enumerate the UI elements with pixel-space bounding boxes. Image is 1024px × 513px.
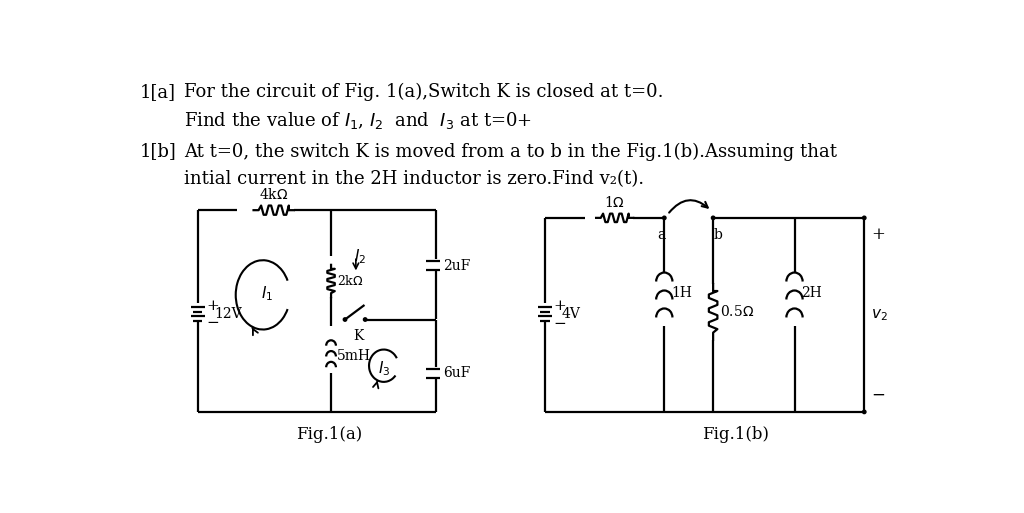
- Circle shape: [862, 216, 866, 220]
- Text: −: −: [871, 386, 885, 403]
- Text: 1H: 1H: [672, 286, 692, 300]
- Text: +: +: [554, 299, 566, 312]
- Text: 4k$\Omega$: 4k$\Omega$: [259, 187, 289, 203]
- Text: At t=0, the switch K is moved from a to b in the Fig.1(b).Assuming that: At t=0, the switch K is moved from a to …: [183, 143, 837, 161]
- Text: 1[b]: 1[b]: [139, 143, 176, 161]
- Text: 5mH: 5mH: [337, 349, 372, 364]
- Text: Find the value of $I_1$, $I_2$  and  $I_3$ at t=0+: Find the value of $I_1$, $I_2$ and $I_3$…: [183, 110, 531, 131]
- Text: −: −: [554, 317, 566, 331]
- Text: For the circuit of Fig. 1(a),Switch K is closed at t=0.: For the circuit of Fig. 1(a),Switch K is…: [183, 83, 664, 102]
- Text: −: −: [206, 317, 219, 330]
- Text: b: b: [714, 228, 722, 242]
- Circle shape: [862, 410, 866, 413]
- Text: 1[a]: 1[a]: [139, 83, 176, 101]
- Text: Fig.1(a): Fig.1(a): [296, 426, 361, 443]
- Text: $I_1$: $I_1$: [261, 284, 273, 303]
- Text: 4V: 4V: [562, 307, 581, 321]
- Text: 12V: 12V: [215, 307, 243, 321]
- Text: $v_2$: $v_2$: [871, 307, 888, 323]
- Text: K: K: [353, 329, 364, 343]
- Text: $I_3$: $I_3$: [378, 360, 390, 378]
- Text: +: +: [871, 226, 885, 243]
- Text: 1$\Omega$: 1$\Omega$: [604, 195, 626, 210]
- Text: +: +: [206, 299, 219, 312]
- Circle shape: [364, 318, 367, 321]
- Text: 2k$\Omega$: 2k$\Omega$: [337, 274, 364, 288]
- Circle shape: [343, 318, 347, 321]
- Text: 6uF: 6uF: [442, 366, 470, 381]
- Text: intial current in the 2H inductor is zero.Find v₂(t).: intial current in the 2H inductor is zer…: [183, 170, 644, 188]
- Text: 2uF: 2uF: [442, 259, 470, 272]
- Text: a: a: [657, 228, 666, 242]
- Text: 0.5$\Omega$: 0.5$\Omega$: [720, 304, 755, 319]
- Circle shape: [712, 216, 715, 220]
- Text: 2H: 2H: [802, 286, 822, 300]
- Circle shape: [663, 216, 666, 220]
- Text: Fig.1(b): Fig.1(b): [702, 426, 769, 443]
- Text: $I_2$: $I_2$: [354, 247, 367, 266]
